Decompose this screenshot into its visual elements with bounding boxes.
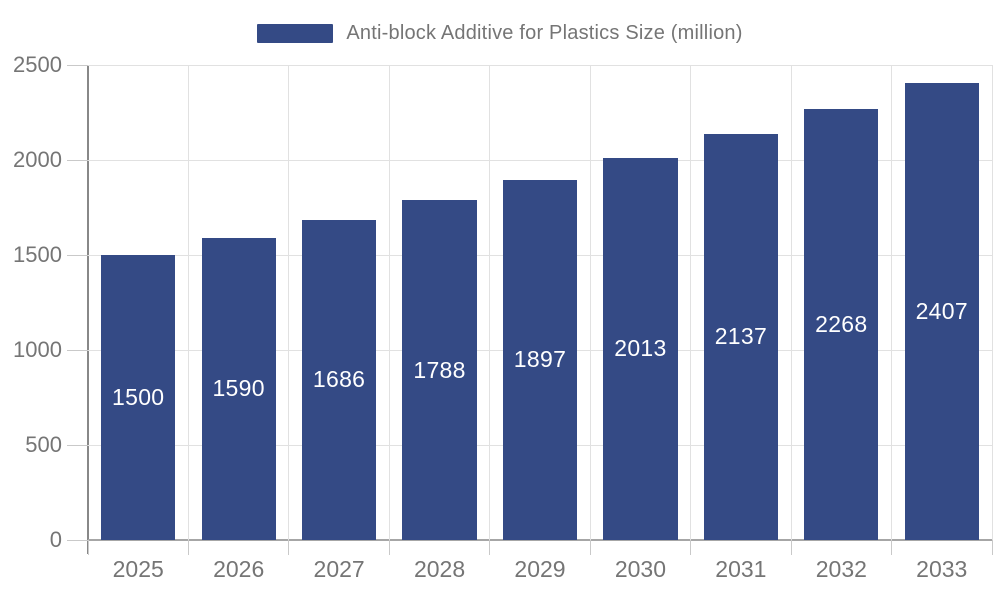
bar-value-label: 1500 <box>112 384 165 410</box>
x-tick-mark <box>489 540 491 555</box>
x-tick-mark <box>690 540 692 555</box>
y-tick-label: 1500 <box>13 242 62 267</box>
gridline-vertical <box>589 65 591 540</box>
x-tick-mark <box>187 540 189 555</box>
x-tick-mark <box>288 540 290 555</box>
x-tick-label: 2031 <box>715 556 767 582</box>
y-tick-mark <box>67 444 88 446</box>
y-tick-label: 2000 <box>13 147 62 172</box>
y-tick-label: 2500 <box>13 52 62 77</box>
bar-value-label: 2407 <box>915 297 968 324</box>
y-tick-label: 1000 <box>13 337 62 362</box>
bar-value-label: 1686 <box>312 366 366 393</box>
gridline-vertical <box>790 65 792 540</box>
x-axis-line <box>88 539 992 541</box>
legend-swatch <box>257 24 334 43</box>
y-tick-mark <box>67 64 88 66</box>
gridline-horizontal <box>88 159 992 161</box>
x-tick-label: 2026 <box>213 556 265 582</box>
bar: 1590 <box>201 237 276 540</box>
bar-value-label: 2013 <box>614 335 667 362</box>
gridline-vertical <box>489 65 491 540</box>
bar: 2013 <box>603 157 678 540</box>
bar: 1897 <box>502 179 578 540</box>
bar-value-label: 1788 <box>413 356 466 383</box>
y-tick-mark <box>67 349 88 351</box>
legend: Anti-block Additive for Plastics Size (m… <box>0 22 1000 45</box>
x-tick-mark <box>991 540 993 555</box>
legend-label: Anti-block Additive for Plastics Size (m… <box>346 22 743 44</box>
x-tick-mark <box>87 540 89 555</box>
y-tick-label: 500 <box>25 432 62 457</box>
x-tick-label: 2030 <box>614 556 667 582</box>
x-axis-labels: 2025 2026 2027 2028 2029 2030 2031 2032 2033 <box>88 540 992 585</box>
x-tick-mark <box>589 540 591 555</box>
y-tick-mark <box>67 539 88 541</box>
bar: 2407 <box>904 82 979 540</box>
x-tick-label: 2027 <box>313 556 365 582</box>
y-tick-label: 0 <box>49 527 62 552</box>
gridline-vertical <box>991 65 993 540</box>
bar-value-label: 1590 <box>212 375 265 402</box>
x-tick-label: 2028 <box>413 556 466 582</box>
bar: 1788 <box>402 200 477 540</box>
x-tick-label: 2033 <box>916 556 968 582</box>
gridline-horizontal <box>88 64 992 66</box>
y-axis-line <box>87 65 89 554</box>
bar: 2268 <box>804 109 879 540</box>
gridline-vertical <box>690 65 692 540</box>
bar-value-label: 2137 <box>714 323 768 350</box>
y-tick-mark <box>67 159 88 161</box>
x-tick-label: 2025 <box>112 556 164 582</box>
bar-value-label: 1897 <box>513 346 567 373</box>
x-tick-mark <box>790 540 792 555</box>
bar-value-label: 2268 <box>815 311 868 338</box>
y-tick-mark <box>67 254 88 256</box>
gridline-vertical <box>388 65 390 540</box>
x-tick-mark <box>891 540 893 555</box>
bar: 2137 <box>703 133 779 540</box>
x-tick-label: 2029 <box>514 556 566 582</box>
plot-area: 0 500 1000 1500 2000 2500 1500 1590 1686 1788 1897… <box>13 52 993 555</box>
x-tick-mark <box>388 540 390 555</box>
bar: 1686 <box>301 219 377 540</box>
gridline-vertical <box>891 65 893 540</box>
bar: 1500 <box>101 255 176 540</box>
gridline-vertical <box>288 65 290 540</box>
x-tick-label: 2032 <box>815 556 867 582</box>
gridline-vertical <box>187 65 189 540</box>
